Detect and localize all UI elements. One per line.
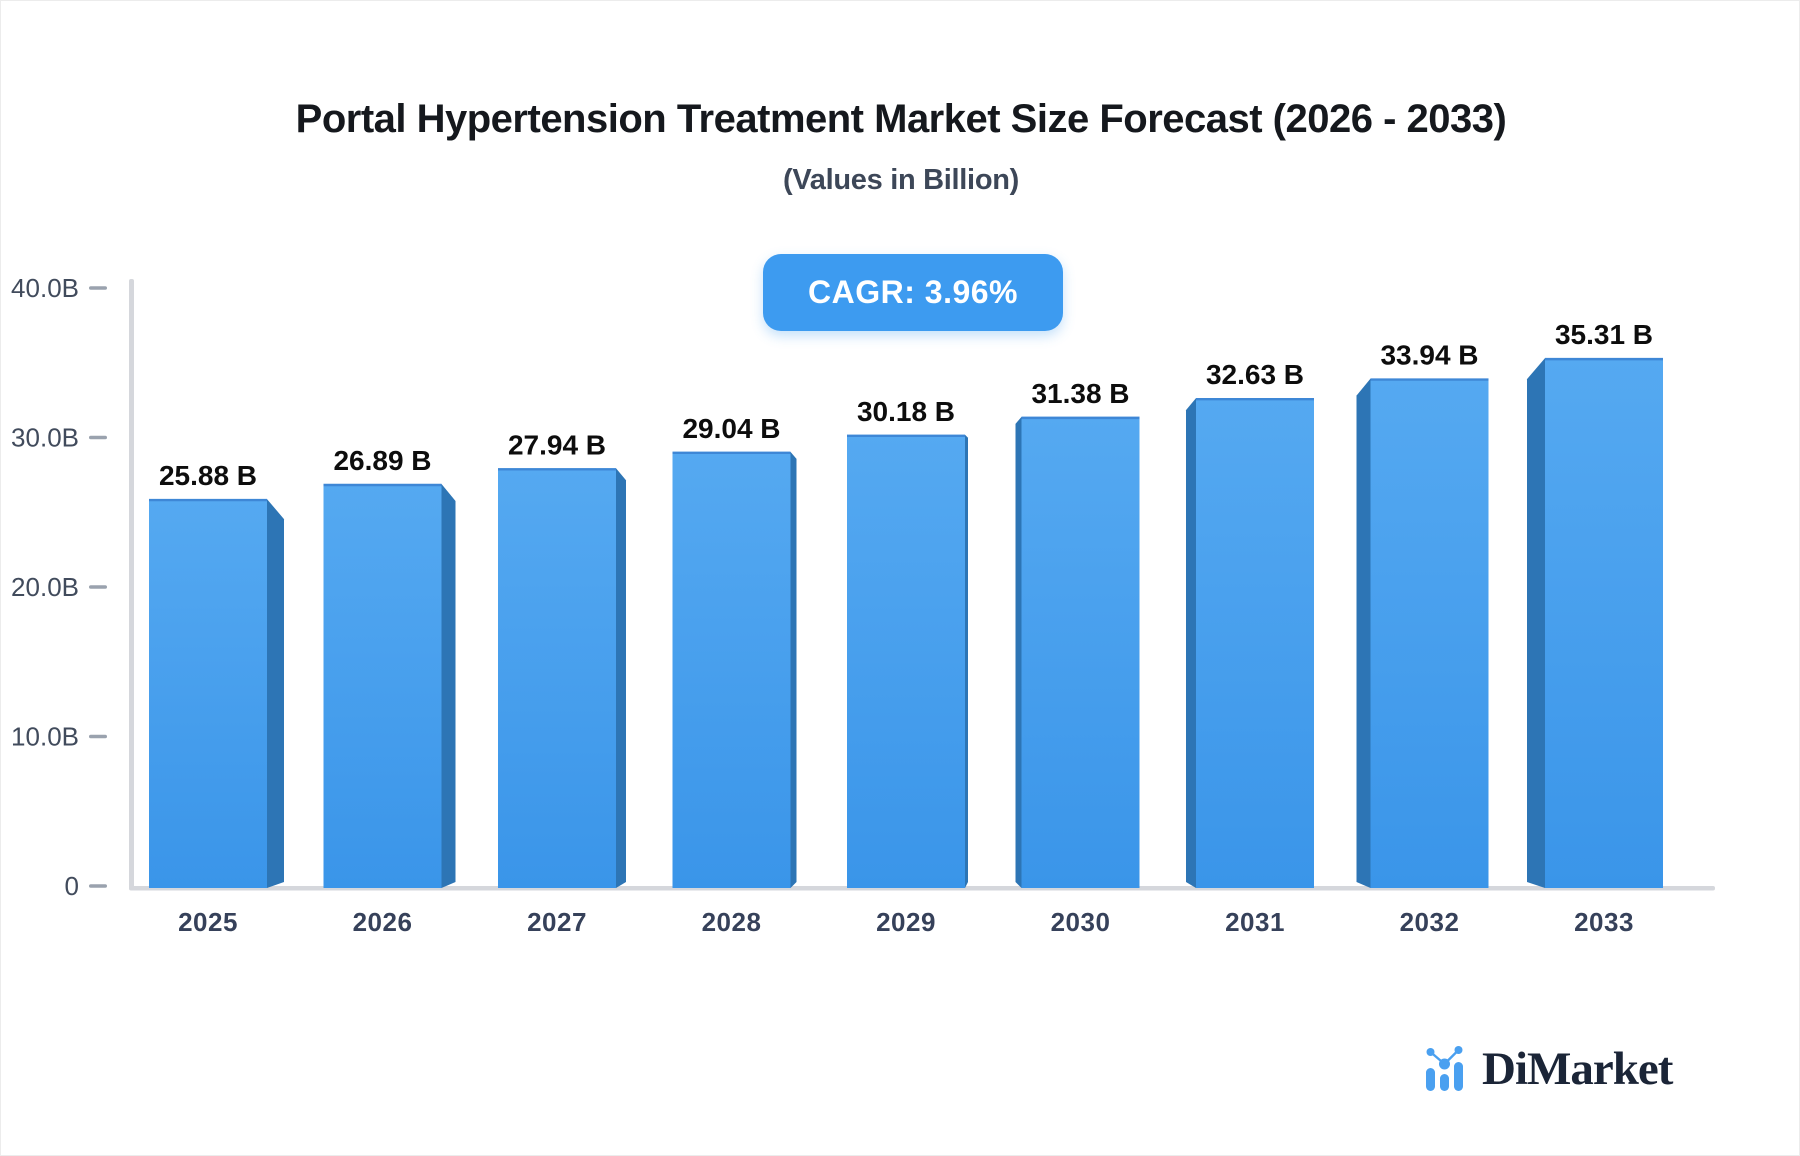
x-tick-label: 2030 <box>1051 907 1111 937</box>
bar <box>847 434 965 888</box>
logo-dot <box>1439 1058 1450 1070</box>
bar-value-label: 32.63 B <box>1206 359 1304 390</box>
bar-group: 32.63 B 2031 <box>1186 359 1314 937</box>
bar-side-face <box>441 483 456 888</box>
bar-side-face <box>965 434 968 888</box>
bar-side-face <box>1356 378 1371 888</box>
bar <box>323 483 442 888</box>
x-tick-label: 2031 <box>1225 907 1285 937</box>
x-tick-label: 2026 <box>353 907 413 937</box>
brand-logo: DiMarket <box>1425 1041 1673 1095</box>
logo-dot <box>1454 1046 1463 1054</box>
bar-side-face <box>1527 358 1545 889</box>
bar-group: 25.88 B 2025 <box>149 460 284 937</box>
chart-title: Portal Hypertension Treatment Market Siz… <box>295 97 1507 141</box>
bar <box>1370 378 1489 888</box>
bar-value-label: 26.89 B <box>333 445 431 476</box>
bar-value-label: 30.18 B <box>857 396 955 427</box>
bar-value-label: 27.94 B <box>508 429 606 460</box>
mini-bar-chart-icon <box>1426 1046 1463 1091</box>
bar <box>498 468 616 888</box>
y-tick-mark <box>89 286 107 290</box>
x-tick-label: 2029 <box>876 907 936 937</box>
cagr-badge: CAGR: 3.96% <box>763 254 1063 331</box>
bar-side-face <box>1015 416 1022 888</box>
x-tick-label: 2033 <box>1574 907 1634 937</box>
bar <box>1196 398 1314 888</box>
brand-wordmark: DiMarket <box>1482 1043 1673 1095</box>
y-tick-label: 10.0B <box>11 722 79 752</box>
logo-dot <box>1426 1048 1435 1056</box>
logo-bar-right <box>1454 1062 1463 1091</box>
bar-group: 27.94 B 2027 <box>498 429 626 937</box>
y-tick-label: 20.0B <box>11 572 79 602</box>
x-tick-label: 2028 <box>702 907 762 937</box>
chart-subtitle: (Values in Billion) <box>783 164 1019 196</box>
y-tick-label: 40.0B <box>11 273 79 303</box>
bar <box>1545 358 1663 889</box>
bar-side-face <box>1186 398 1196 888</box>
x-tick-label: 2032 <box>1400 907 1460 937</box>
bar-value-label: 25.88 B <box>159 460 257 491</box>
bar-group: 33.94 B 2032 <box>1356 340 1489 937</box>
y-tick-mark <box>89 435 107 440</box>
bar-value-label: 33.94 B <box>1380 340 1478 371</box>
y-tick-mark <box>89 884 107 888</box>
cagr-badge-label: CAGR: 3.96% <box>808 274 1018 310</box>
bar <box>1021 416 1140 888</box>
y-tick-mark <box>89 585 107 589</box>
bar-value-label: 35.31 B <box>1555 319 1653 350</box>
bar-group: 31.38 B 2030 <box>1015 378 1140 937</box>
y-tick-mark <box>89 734 107 739</box>
bar-side-face <box>267 499 284 888</box>
bar-group: 26.89 B 2026 <box>323 445 456 937</box>
bar-group: 35.31 B 2033 <box>1527 319 1663 937</box>
bar-value-label: 31.38 B <box>1031 378 1129 409</box>
bar-group: 30.18 B 2029 <box>847 396 968 937</box>
bar <box>672 451 791 888</box>
y-tick-label: 30.0B <box>11 423 79 453</box>
y-tick-label: 0 <box>65 871 79 901</box>
logo-bar-middle <box>1440 1074 1449 1091</box>
bar-group: 29.04 B 2028 <box>672 413 797 937</box>
bar-side-face <box>616 468 626 888</box>
bar-value-label: 29.04 B <box>682 413 780 444</box>
logo-bar-left <box>1426 1068 1435 1091</box>
bar <box>149 499 267 888</box>
x-tick-label: 2027 <box>527 907 587 937</box>
x-tick-label: 2025 <box>178 907 238 937</box>
y-axis-line <box>129 279 134 890</box>
bar-side-face <box>790 451 797 888</box>
